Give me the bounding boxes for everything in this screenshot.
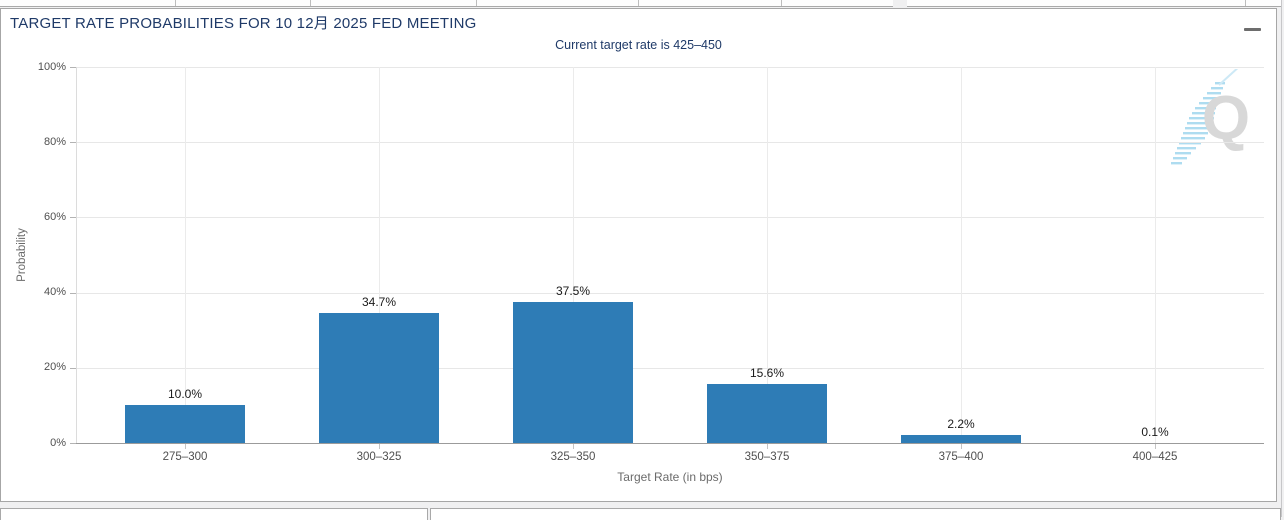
bar-value-label: 37.5%	[476, 284, 670, 298]
y-tick-label: 80%	[16, 136, 66, 148]
y-tick-label: 60%	[16, 211, 66, 223]
table-cell	[907, 0, 1246, 6]
x-category-label: 325–350	[476, 451, 670, 463]
x-axis-tick	[767, 444, 768, 449]
probability-bar[interactable]	[901, 435, 1021, 443]
x-axis-tick	[1155, 444, 1156, 449]
cropped-table-edge-right	[907, 0, 1281, 7]
probability-bar[interactable]	[707, 384, 827, 443]
page-right-edge	[1281, 0, 1282, 517]
x-axis-title: Target Rate (in bps)	[76, 470, 1264, 484]
cropped-table-edge-left	[0, 0, 893, 7]
bar-value-label: 2.2%	[864, 417, 1058, 431]
cropped-bottom-panel-right	[430, 508, 1281, 520]
x-gridline	[961, 67, 962, 443]
y-tick-label: 20%	[16, 361, 66, 373]
y-tick-label: 40%	[16, 286, 66, 298]
table-cell	[477, 0, 639, 6]
table-cell	[0, 0, 176, 6]
y-gridline	[76, 142, 1264, 143]
y-gridline	[76, 217, 1264, 218]
x-category-label: 300–325	[282, 451, 476, 463]
table-cell	[782, 0, 893, 6]
x-axis-tick	[185, 444, 186, 449]
page-title: TARGET RATE PROBABILITIES FOR 10 12月 202…	[10, 12, 477, 33]
y-gridline	[76, 67, 1264, 68]
x-axis-tick	[379, 444, 380, 449]
x-gridline	[1155, 67, 1156, 443]
x-category-label: 400–425	[1058, 451, 1252, 463]
bar-value-label: 15.6%	[670, 366, 864, 380]
bar-value-label: 0.1%	[1058, 425, 1252, 439]
x-axis-line	[76, 443, 1264, 444]
bar-value-label: 34.7%	[282, 295, 476, 309]
fedwatch-chart-panel: TARGET RATE PROBABILITIES FOR 10 12月 202…	[0, 8, 1277, 502]
x-category-label: 375–400	[864, 451, 1058, 463]
table-cell	[311, 0, 477, 6]
x-category-label: 275–300	[88, 451, 282, 463]
table-cell	[1246, 0, 1281, 6]
chart-menu-button[interactable]	[1244, 17, 1262, 33]
probability-bar[interactable]	[125, 405, 245, 443]
y-tick-label: 100%	[16, 61, 66, 73]
y-tick-label: 0%	[16, 437, 66, 449]
bar-value-label: 10.0%	[88, 387, 282, 401]
probability-bar[interactable]	[513, 302, 633, 443]
x-category-label: 350–375	[670, 451, 864, 463]
table-cell	[176, 0, 311, 6]
table-cell	[639, 0, 782, 6]
x-axis-tick	[573, 444, 574, 449]
plot-left-border	[76, 67, 77, 443]
probability-bar[interactable]	[319, 313, 439, 443]
y-gridline	[76, 293, 1264, 294]
y-axis-title: Probability	[16, 228, 28, 282]
x-axis-tick	[961, 444, 962, 449]
current-target-rate-subtitle: Current target rate is 425–450	[1, 38, 1276, 52]
cropped-bottom-panel-left	[0, 508, 428, 520]
